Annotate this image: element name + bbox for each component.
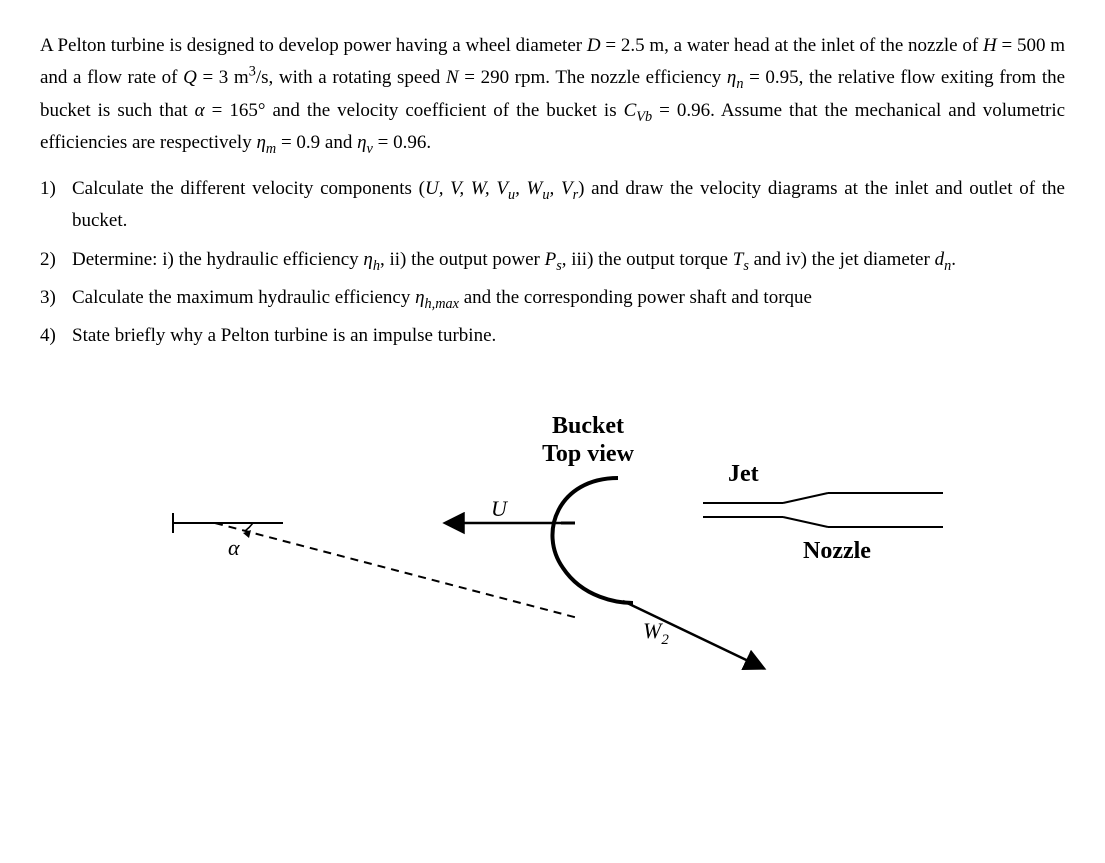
nozzle-icon (703, 493, 943, 527)
bucket-title-2: Top view (542, 441, 634, 467)
text: Determine: i) the hydraulic efficiency (72, 249, 363, 270)
bucket-title-1: Bucket (552, 413, 624, 439)
bucket-shape (552, 478, 633, 603)
text: , V (550, 178, 573, 199)
text: = (205, 100, 230, 121)
text: and iv) the jet diameter (749, 249, 935, 270)
var-H: H (983, 35, 997, 56)
question-1: 1) Calculate the different velocity comp… (40, 173, 1065, 238)
var-alpha: α (195, 100, 205, 121)
sub: m (266, 141, 276, 157)
nozzle-label: Nozzle (803, 538, 871, 564)
text: = (743, 67, 765, 88)
unit: /s (256, 67, 269, 88)
text: and a flow rate of (40, 67, 183, 88)
alpha-label: α (228, 535, 240, 560)
text: . (426, 132, 431, 153)
var-Q: Q (183, 67, 197, 88)
val-eta-v: 0.96 (393, 132, 426, 153)
val-Cvb: 0.96 (677, 100, 710, 121)
text: . The nozzle efficiency (545, 67, 727, 88)
text: such that (117, 100, 194, 121)
w2-dashed (215, 523, 578, 618)
var-D: D (587, 35, 601, 56)
question-3: 3) Calculate the maximum hydraulic effic… (40, 282, 1065, 314)
val-D: 2.5 m (621, 35, 664, 56)
jet-label: Jet (728, 461, 759, 487)
text: = (197, 67, 219, 88)
sub: u (508, 187, 515, 203)
text: . Assume that the (710, 100, 848, 121)
text: A Pelton turbine is designed to develop … (40, 35, 587, 56)
text: , a water head (664, 35, 770, 56)
text: = (652, 100, 677, 121)
val-N: 290 rpm (481, 67, 546, 88)
u-label: U (491, 496, 509, 521)
text: = (601, 35, 621, 56)
text: Calculate the maximum hydraulic efficien… (72, 287, 415, 308)
vars: U, V, W, V (425, 178, 508, 199)
text: State briefly why a Pelton turbine is an… (72, 325, 496, 346)
val-eta-m: 0.9 (296, 132, 320, 153)
question-list: 1) Calculate the different velocity comp… (40, 173, 1065, 352)
diagram-svg: Bucket Top view Jet Nozzle U α (143, 403, 963, 683)
var: d (935, 249, 945, 270)
text: at the inlet of the nozzle of (774, 35, 983, 56)
text: = (276, 132, 296, 153)
var-eta-v: η (357, 132, 366, 153)
text: = (997, 35, 1017, 56)
q-num: 2) (40, 244, 72, 276)
sub: Vb (636, 108, 652, 124)
q-num: 3) (40, 282, 72, 314)
var-eta-n: η (727, 67, 736, 88)
question-4: 4) State briefly why a Pelton turbine is… (40, 320, 1065, 352)
q-num: 1) (40, 173, 72, 238)
text: Calculate the different velocity compone… (72, 178, 425, 199)
text: and the velocity coefficient of the buck… (266, 100, 624, 121)
sub: u (542, 187, 549, 203)
alpha-arc (245, 523, 253, 531)
text: . (951, 249, 956, 270)
exp: 3 (249, 64, 256, 80)
var-eta-m: η (256, 132, 265, 153)
text: and (320, 132, 357, 153)
q-num: 4) (40, 320, 72, 352)
val-H: 500 m (1017, 35, 1065, 56)
sub: h (373, 258, 380, 274)
var: η (415, 287, 424, 308)
val-alpha: 165° (229, 100, 265, 121)
val-Q: 3 m (219, 67, 249, 88)
problem-statement: A Pelton turbine is designed to develop … (40, 30, 1065, 159)
var-Cvb: C (624, 100, 637, 121)
var: P (545, 249, 557, 270)
text: , ii) the output power (380, 249, 545, 270)
text: and the corresponding power shaft and to… (459, 287, 812, 308)
val-eta-n: 0.95 (765, 67, 798, 88)
var: T (733, 249, 744, 270)
var-N: N (446, 67, 459, 88)
sub: h,max (425, 296, 459, 312)
text: , W (515, 178, 542, 199)
text: , with a rotating speed (269, 67, 441, 88)
text: = (459, 67, 481, 88)
var: η (363, 249, 372, 270)
text: , iii) the output torque (562, 249, 733, 270)
question-2: 2) Determine: i) the hydraulic efficienc… (40, 244, 1065, 276)
bucket-diagram: Bucket Top view Jet Nozzle U α (40, 403, 1065, 683)
text: = (373, 132, 393, 153)
